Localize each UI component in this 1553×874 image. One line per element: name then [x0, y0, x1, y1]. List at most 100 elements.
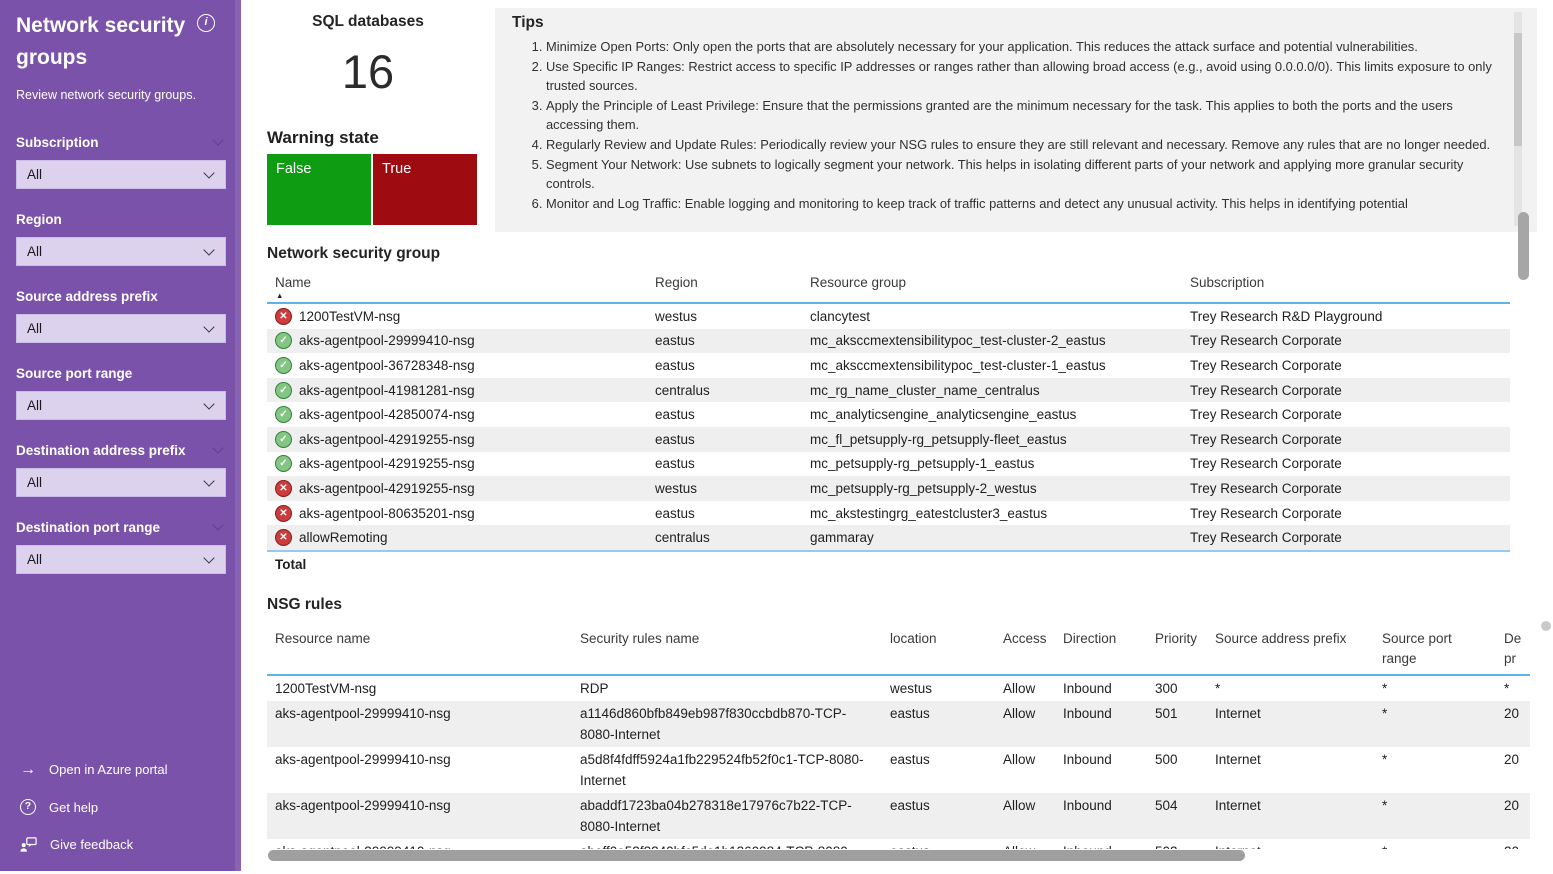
chevron-down-icon[interactable] [212, 519, 224, 531]
warning-state-tile[interactable]: False [267, 154, 371, 225]
success-status-icon: ✓ [275, 455, 292, 473]
column-header-subscription[interactable]: Subscription [1190, 275, 1265, 290]
table-row[interactable]: ✕ allowRemoting centralus gammaray Trey … [267, 525, 1510, 550]
rule-location: eastus [890, 798, 930, 813]
rule-resource-name: aks-agentpool-29999410-nsg [275, 752, 451, 767]
rule-direction: Inbound [1063, 752, 1112, 767]
give-feedback-label: Give feedback [50, 837, 134, 852]
vertical-scrollbar-thumb[interactable] [1518, 212, 1529, 280]
filter-label: Source address prefix [16, 288, 158, 304]
column-header-destination-prefix-truncated[interactable]: De pr [1504, 631, 1522, 666]
chevron-down-icon [203, 167, 215, 179]
column-header-name[interactable]: Name ▲ [267, 271, 647, 302]
column-header-region[interactable]: Region [655, 275, 698, 290]
nsg-subscription: Trey Research Corporate [1190, 431, 1342, 447]
rule-access: Allow [1003, 752, 1036, 767]
filter-dropdown[interactable]: All [16, 545, 226, 574]
nsg-table-body: ✕ 1200TestVM-nsg westus clancytest Trey … [267, 304, 1510, 552]
open-in-azure-portal-label: Open in Azure portal [49, 762, 168, 777]
rule-security-rule-name: a1146d860bfb849eb987f830ccbdb870-TCP-808… [580, 706, 847, 742]
error-status-icon: ✕ [275, 479, 292, 497]
table-row[interactable]: ✓ aks-agentpool-42919255-nsg eastus mc_f… [267, 426, 1510, 452]
open-in-azure-portal-link[interactable]: → Open in Azure portal [20, 760, 230, 778]
column-header-direction[interactable]: Direction [1063, 631, 1117, 646]
error-status-icon: ✕ [275, 529, 292, 547]
table-row[interactable]: ✓ aks-agentpool-36728348-nsg eastus mc_a… [267, 353, 1510, 378]
nsg-name: aks-agentpool-42850074-nsg [299, 407, 475, 423]
tips-scrollbar-thumb[interactable] [1514, 33, 1522, 146]
rule-security-rule-name: abeff0e52f2240bfc5de1b1360984-TCP-8080-I… [572, 839, 882, 849]
tip-item: Minimize Open Ports: Only open the ports… [546, 37, 1507, 57]
rules-grid-scrollbar-thumb[interactable] [1541, 621, 1551, 631]
table-row[interactable]: ✓ aks-agentpool-42919255-nsg eastus mc_p… [267, 452, 1510, 477]
filter-group: Source port range All [16, 365, 226, 420]
give-feedback-link[interactable]: Give feedback [20, 837, 230, 852]
rule-priority: 500 [1155, 752, 1178, 767]
nsg-subscription: Trey Research Corporate [1190, 357, 1342, 373]
filter-dropdown[interactable]: All [16, 160, 226, 189]
column-header-priority[interactable]: Priority [1155, 631, 1198, 646]
tip-item: Monitor and Log Traffic: Enable logging … [546, 194, 1507, 214]
rule-direction: Inbound [1063, 798, 1112, 813]
rule-source-port-range: * [1382, 798, 1388, 813]
column-header-access[interactable]: Access [1003, 631, 1047, 646]
nsg-table-title: Network security group [267, 245, 441, 262]
tip-item: Use Specific IP Ranges: Restrict access … [546, 57, 1507, 96]
column-header-resource-group[interactable]: Resource group [810, 275, 907, 290]
table-row[interactable]: 1200TestVM-nsg RDP westus Allow Inbound … [267, 676, 1530, 701]
filter-selected-value: All [27, 398, 43, 413]
column-header-source-port-range[interactable]: Source port range [1382, 631, 1452, 666]
filter-selected-value: All [27, 321, 43, 336]
filter-dropdown[interactable]: All [16, 314, 226, 343]
nsg-subscription: Trey Research Corporate [1190, 382, 1342, 398]
nsg-name: 1200TestVM-nsg [299, 308, 401, 324]
filter-selected-value: All [27, 475, 43, 490]
warning-state-tile[interactable]: True [373, 154, 477, 225]
table-row[interactable]: ✓ aks-agentpool-29999410-nsg eastus mc_a… [267, 328, 1510, 354]
rule-destination-truncated: * [1504, 681, 1510, 696]
nsg-rules-body: 1200TestVM-nsg RDP westus Allow Inbound … [267, 676, 1530, 849]
nsg-resource-group: mc_petsupply-rg_petsupply-1_eastus [810, 456, 1035, 472]
nsg-name: aks-agentpool-42919255-nsg [299, 480, 475, 496]
table-row[interactable]: ✓ aks-agentpool-41981281-nsg centralus m… [267, 377, 1510, 403]
table-row[interactable]: aks-agentpool-29999410-nsg a1146d860bfb8… [267, 701, 1530, 747]
table-row[interactable]: ✕ aks-agentpool-42919255-nsg westus mc_p… [267, 476, 1510, 501]
rule-destination-truncated: 20 [1504, 798, 1520, 813]
rule-priority: 300 [1155, 681, 1178, 696]
filter-dropdown[interactable]: All [16, 391, 226, 420]
column-header-source-address-prefix[interactable]: Source address prefix [1215, 631, 1347, 646]
info-icon[interactable]: i [197, 14, 215, 32]
warning-state-tiles: False True [267, 154, 477, 225]
column-header-location[interactable]: location [890, 631, 937, 646]
table-row[interactable]: aks-agentpool-29999410-nsg a5d8f4fdff592… [267, 747, 1530, 793]
table-row[interactable]: aks-agentpool-29999410-nsg abaddf1723ba0… [267, 793, 1530, 839]
kpi-value: 16 [341, 45, 395, 98]
nsg-region: westus [655, 308, 698, 324]
rule-resource-name: aks-agentpool-29999410-nsg [275, 798, 451, 813]
filter-panel: Subscription All Region All Source addre… [16, 134, 226, 596]
sidebar-scrollbar-track[interactable] [235, 0, 241, 871]
chevron-down-icon[interactable] [212, 442, 224, 454]
chevron-down-icon[interactable] [212, 134, 224, 146]
tip-item: Segment Your Network: Use subnets to log… [546, 155, 1507, 194]
nsg-region: eastus [655, 456, 695, 472]
table-row[interactable]: ✕ aks-agentpool-80635201-nsg eastus mc_a… [267, 501, 1510, 526]
help-circle-icon: ? [20, 799, 36, 815]
filter-dropdown[interactable]: All [16, 468, 226, 497]
filter-label: Destination address prefix [16, 442, 186, 458]
column-header-resource-name[interactable]: Resource name [275, 631, 371, 646]
table-row[interactable]: aks-agentpool-29999410-nsg abeff0e52f224… [267, 839, 1530, 849]
column-header-security-rules-name[interactable]: Security rules name [580, 631, 700, 646]
get-help-link[interactable]: ? Get help [20, 799, 230, 815]
horizontal-scrollbar-thumb[interactable] [268, 850, 1245, 861]
filter-dropdown[interactable]: All [16, 237, 226, 266]
nsg-region: eastus [655, 431, 695, 447]
nsg-subscription: Trey Research Corporate [1190, 505, 1342, 521]
table-row[interactable]: ✕ 1200TestVM-nsg westus clancytest Trey … [267, 304, 1510, 329]
table-row[interactable]: ✓ aks-agentpool-42850074-nsg eastus mc_a… [267, 402, 1510, 427]
chevron-down-icon [203, 398, 215, 410]
rule-access: Allow [995, 839, 1055, 849]
arrow-right-icon: → [20, 760, 36, 778]
rule-source-port-range: * [1382, 752, 1388, 767]
nsg-resource-group: gammaray [810, 530, 874, 546]
